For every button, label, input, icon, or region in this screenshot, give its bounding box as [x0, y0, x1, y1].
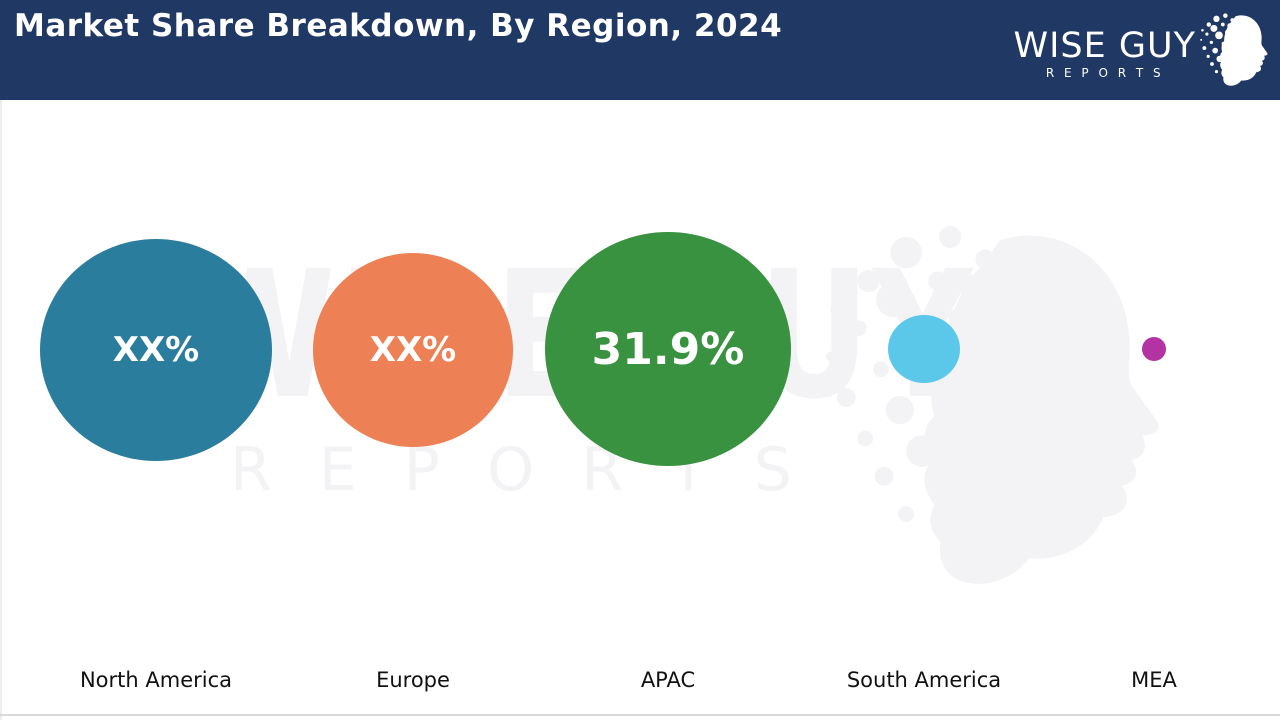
bubble-value-label: 31.9% — [591, 323, 745, 375]
bubble-value-label: XX% — [369, 330, 457, 370]
category-label-europe: Europe — [376, 668, 450, 692]
category-label-south-america: South America — [846, 668, 1002, 692]
bubble-value-label: XX% — [112, 330, 200, 370]
category-label-apac: APAC — [640, 668, 696, 692]
bubble-south-america — [888, 315, 960, 383]
logo-head-icon — [1198, 10, 1268, 90]
bubble-europe: XX% — [313, 253, 513, 447]
bottom-divider — [0, 714, 1280, 716]
logo-tagline: R E P O R T S — [1045, 65, 1164, 80]
page-title: Market Share Breakdown, By Region, 2024 — [14, 8, 783, 44]
bubble-north-america: XX% — [40, 239, 272, 461]
category-label-mea: MEA — [1131, 668, 1177, 692]
header: Market Share Breakdown, By Region, 2024 … — [0, 0, 1280, 100]
bubble-apac: 31.9% — [545, 232, 791, 466]
chart-area: WISE GUY R E P O R T S XX%XX%31.9% North… — [0, 100, 1280, 720]
logo-name: WISE GUY — [1013, 26, 1196, 67]
logo-text: WISE GUY R E P O R T S — [1013, 28, 1196, 80]
category-label-north-america: North America — [79, 668, 233, 692]
watermark-head-icon — [814, 218, 1162, 596]
wise-guy-logo: WISE GUY R E P O R T S — [1013, 6, 1268, 94]
bubble-mea — [1142, 337, 1166, 361]
